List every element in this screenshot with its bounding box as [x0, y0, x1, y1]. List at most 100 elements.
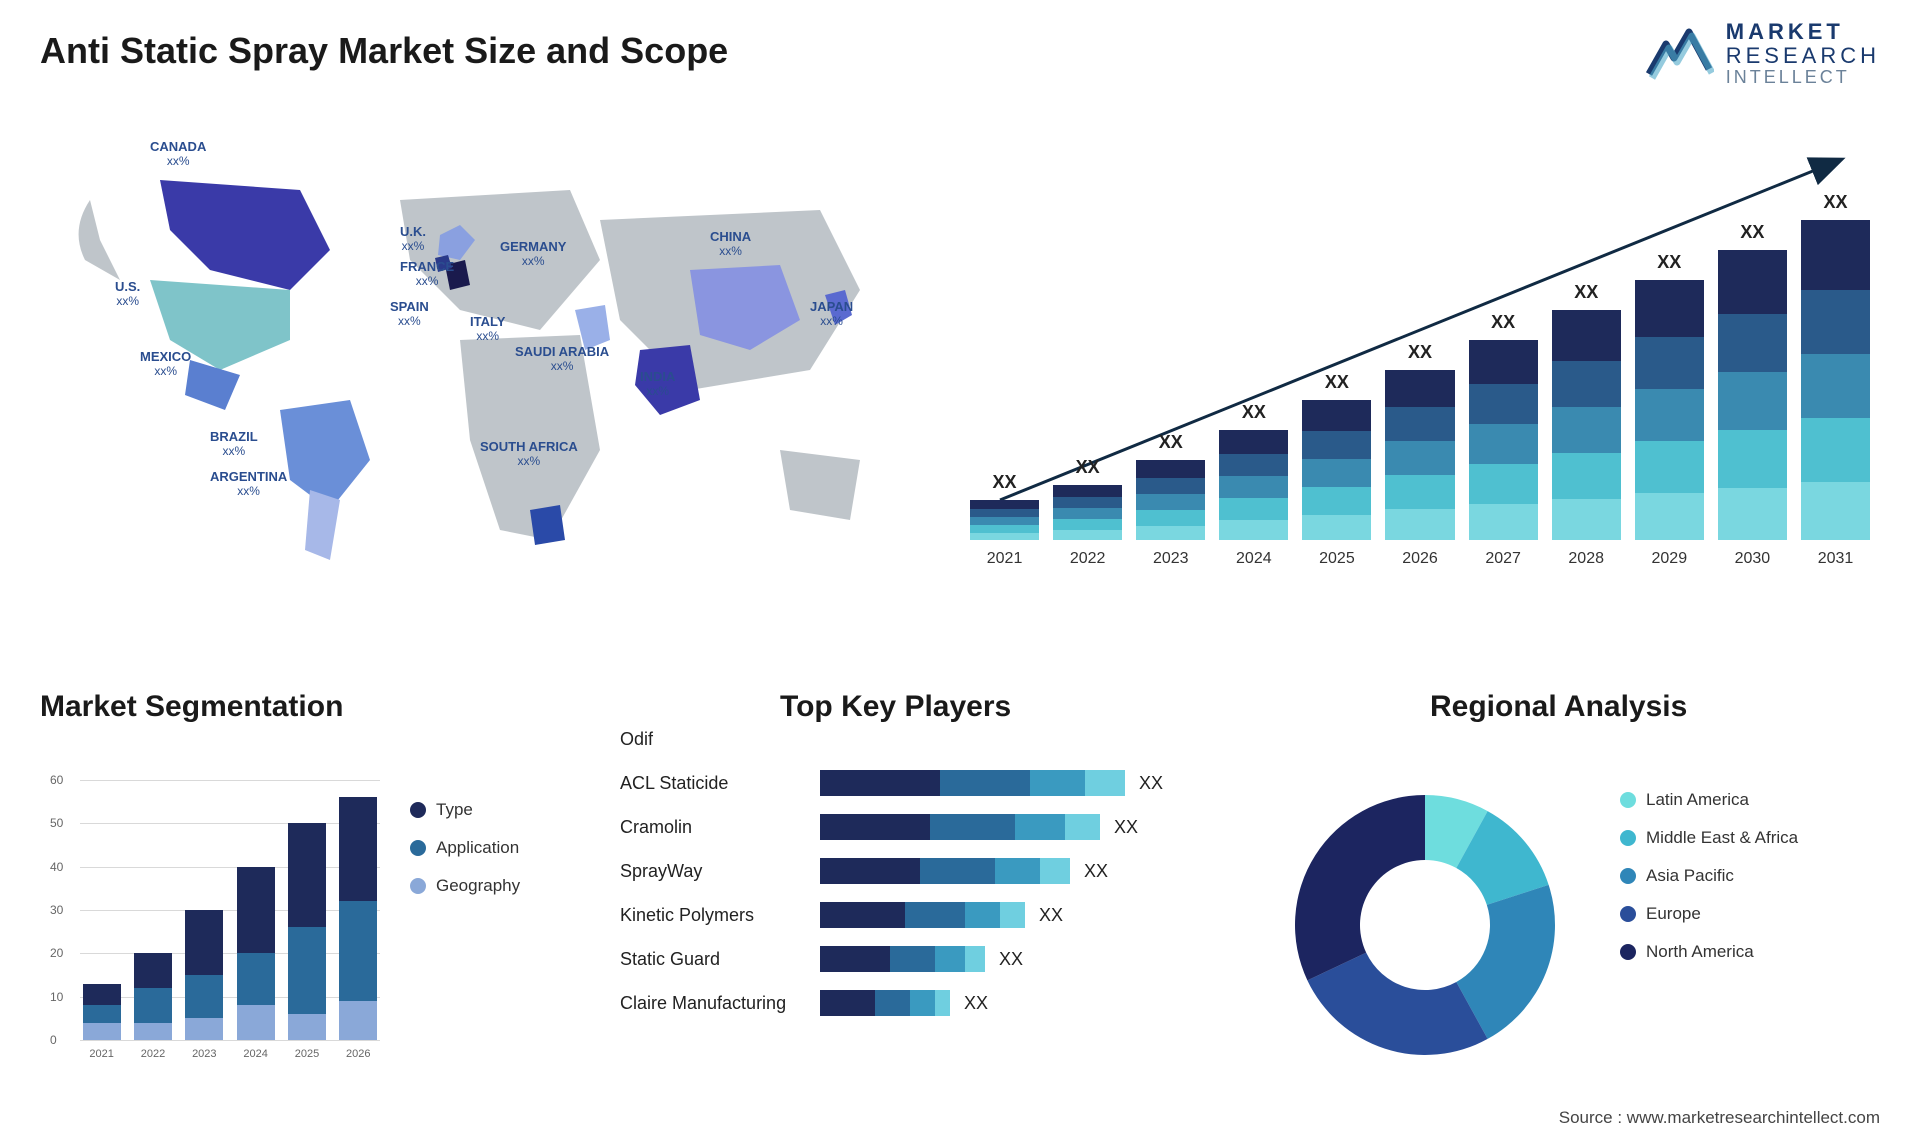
seg-bar-seg	[339, 901, 377, 1001]
growth-bar-seg	[1801, 354, 1870, 418]
legend-dot	[1620, 792, 1636, 808]
legend-label: Type	[436, 800, 473, 820]
player-bar-seg	[920, 858, 995, 884]
growth-bar-seg	[1385, 475, 1454, 509]
growth-bar-seg	[1635, 337, 1704, 389]
growth-bar-seg	[1219, 476, 1288, 498]
seg-bar-seg	[83, 984, 121, 1006]
map-label: SAUDI ARABIAxx%	[515, 345, 609, 374]
legend-dot	[410, 878, 426, 894]
player-name: Cramolin	[620, 817, 820, 838]
growth-bar: 2022XX	[1053, 485, 1122, 540]
player-bar-seg	[875, 990, 910, 1016]
seg-bar-seg	[185, 975, 223, 1018]
seg-bar-seg	[237, 867, 275, 954]
seg-bar-seg	[339, 1001, 377, 1040]
player-value: XX	[1039, 905, 1063, 926]
seg-gridline	[80, 1040, 380, 1041]
growth-bar-seg	[1469, 424, 1538, 464]
map-label: SOUTH AFRICAxx%	[480, 440, 578, 469]
player-bar-seg	[1030, 770, 1085, 796]
legend-label: Middle East & Africa	[1646, 828, 1798, 848]
growth-bar: 2023XX	[1136, 460, 1205, 540]
legend-dot	[1620, 906, 1636, 922]
legend-item: Latin America	[1620, 790, 1798, 810]
player-bar	[820, 946, 985, 972]
growth-toplabel: XX	[1053, 457, 1122, 478]
seg-bar-seg	[134, 988, 172, 1023]
player-row: SprayWayXX	[620, 852, 1220, 890]
growth-bar-seg	[1053, 497, 1122, 508]
growth-bar-seg	[1219, 498, 1288, 520]
growth-bar-seg	[1136, 478, 1205, 494]
logo-line2: RESEARCH	[1726, 44, 1880, 68]
map-label: ITALYxx%	[470, 315, 505, 344]
growth-toplabel: XX	[1469, 312, 1538, 333]
map-label: MEXICOxx%	[140, 350, 191, 379]
growth-bar: 2028XX	[1552, 310, 1621, 540]
legend-dot	[410, 802, 426, 818]
players-title: Top Key Players	[780, 690, 1011, 724]
growth-bar: 2021XX	[970, 500, 1039, 540]
seg-bar: 2025	[288, 823, 326, 1040]
growth-xlabel: 2030	[1718, 550, 1787, 568]
map-region	[185, 360, 240, 410]
player-value: XX	[999, 949, 1023, 970]
segmentation-chart: 0102030405060202120222023202420252026 Ty…	[40, 720, 560, 1080]
growth-xlabel: 2024	[1219, 550, 1288, 568]
map-region	[79, 200, 120, 280]
player-name: SprayWay	[620, 861, 820, 882]
growth-xlabel: 2025	[1302, 550, 1371, 568]
map-label: FRANCExx%	[400, 260, 454, 289]
growth-bar-seg	[1385, 509, 1454, 540]
legend-dot	[410, 840, 426, 856]
legend-item: Middle East & Africa	[1620, 828, 1798, 848]
seg-xlabel: 2023	[179, 1048, 229, 1060]
growth-bar: 2031XX	[1801, 220, 1870, 540]
legend-item: Application	[410, 838, 520, 858]
player-bar-seg	[995, 858, 1040, 884]
legend-item: Asia Pacific	[1620, 866, 1798, 886]
donut	[1280, 780, 1570, 1070]
player-name: Odif	[620, 729, 820, 750]
growth-bar-seg	[1718, 488, 1787, 540]
growth-bar-seg	[1801, 220, 1870, 290]
player-row: Static GuardXX	[620, 940, 1220, 978]
player-bar-seg	[965, 946, 985, 972]
player-bar-seg	[910, 990, 935, 1016]
player-bar-seg	[820, 990, 875, 1016]
growth-xlabel: 2026	[1385, 550, 1454, 568]
growth-toplabel: XX	[1801, 192, 1870, 213]
segmentation-title: Market Segmentation	[40, 690, 343, 724]
seg-bar: 2022	[134, 953, 172, 1040]
donut-slice	[1307, 953, 1487, 1055]
players-chart: OdifACL StaticideXXCramolinXXSprayWayXXK…	[620, 720, 1220, 1100]
legend-dot	[1620, 830, 1636, 846]
growth-bar-seg	[1302, 400, 1371, 431]
growth-bar-seg	[1469, 384, 1538, 424]
logo-line3: INTELLECT	[1726, 68, 1880, 88]
growth-bar-seg	[1718, 250, 1787, 314]
legend-dot	[1620, 868, 1636, 884]
seg-xlabel: 2024	[231, 1048, 281, 1060]
growth-bar-seg	[1552, 499, 1621, 540]
growth-toplabel: XX	[1385, 342, 1454, 363]
brand-logo: MARKET RESEARCH INTELLECT	[1644, 20, 1880, 88]
growth-bar: 2030XX	[1718, 250, 1787, 540]
growth-bar-seg	[1219, 520, 1288, 540]
growth-xlabel: 2027	[1469, 550, 1538, 568]
logo-line1: MARKET	[1726, 20, 1880, 44]
player-bar-seg	[935, 946, 965, 972]
seg-ytick: 30	[50, 903, 63, 917]
player-bar-seg	[1015, 814, 1065, 840]
legend-item: Geography	[410, 876, 520, 896]
map-region	[305, 490, 340, 560]
player-bar-seg	[905, 902, 965, 928]
growth-bar-seg	[1801, 290, 1870, 354]
seg-bar: 2024	[237, 867, 275, 1040]
player-row: Kinetic PolymersXX	[620, 896, 1220, 934]
map-label: U.K.xx%	[400, 225, 426, 254]
growth-bar-seg	[970, 525, 1039, 533]
map-label: CHINAxx%	[710, 230, 751, 259]
player-bar-seg	[1000, 902, 1025, 928]
